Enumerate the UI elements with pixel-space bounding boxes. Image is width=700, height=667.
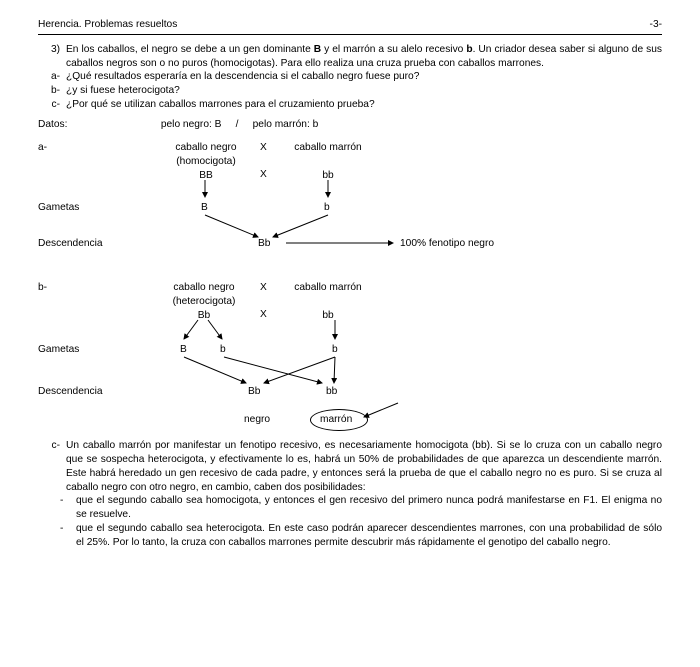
a-gamete2: b [324,201,330,215]
header-left: Herencia. Problemas resueltos [38,18,177,32]
b-gamete1: B [180,343,187,357]
dash2-label: - [60,522,76,550]
a-gamete1: B [201,201,208,215]
marron-oval [310,409,368,431]
question-number: 3) [38,43,66,71]
a-offspring: Bb [258,237,270,251]
answer-c-block: c- Un caballo marrón por manifestar un f… [38,439,662,549]
dash1-label: - [60,494,76,522]
b-off1: Bb [248,385,260,399]
datos-label: Datos: [38,118,158,132]
b-gametas-label: Gametas [38,343,79,357]
b-gamete2: b [220,343,226,357]
a-gametas-label: Gametas [38,201,79,215]
a-parent1: caballo negro(homocigota)BB [166,141,246,182]
sub-b-text: ¿y si fuese heterocigota? [66,84,662,98]
a-desc-label: Descendencia [38,237,103,251]
b-parent2: caballo marrón bb [288,281,368,322]
b-off2: bb [326,385,337,399]
a-parent2: caballo marrón bb [288,141,368,182]
header-right: -3- [650,18,662,32]
datos-sep: / [236,119,239,130]
dash2-text: que el segundo caballo sea heterocigota.… [76,522,662,550]
question-block: 3) En los caballos, el negro se debe a u… [38,43,662,112]
datos-row: Datos: pelo negro: B / pelo marrón: b [38,118,662,132]
a-cross-x2: X [260,168,267,182]
sub-a-text: ¿Qué resultados esperaría en la descende… [66,70,662,84]
b-tag: b- [38,281,47,295]
datos-negro: pelo negro: B [161,119,222,130]
a-tag: a- [38,141,47,155]
sub-a-label: a- [38,70,66,84]
a-result: 100% fenotipo negro [400,237,494,251]
a-cross-x: X [260,141,267,155]
answer-c-label: c- [38,439,66,494]
page-header: Herencia. Problemas resueltos -3- [38,18,662,35]
b-phenotype1: negro [244,413,270,427]
b-gamete3: b [332,343,338,357]
datos-marron: pelo marrón: b [253,119,319,130]
sub-c-text: ¿Por qué se utilizan caballos marrones p… [66,98,662,112]
b-parent1: caballo negro(heterocigota)Bb [162,281,246,322]
answer-c-text: Un caballo marrón por manifestar un feno… [66,439,662,494]
b-cross-x: X [260,281,267,295]
b-desc-label: Descendencia [38,385,103,399]
b-cross-x2: X [260,308,267,322]
question-text: En los caballos, el negro se debe a un g… [66,43,662,71]
sub-c-label: c- [38,98,66,112]
sub-b-label: b- [38,84,66,98]
dash1-text: que el segundo caballo sea homocigota, y… [76,494,662,522]
diagram-area: a- caballo negro(homocigota)BB X X cabal… [38,135,662,435]
